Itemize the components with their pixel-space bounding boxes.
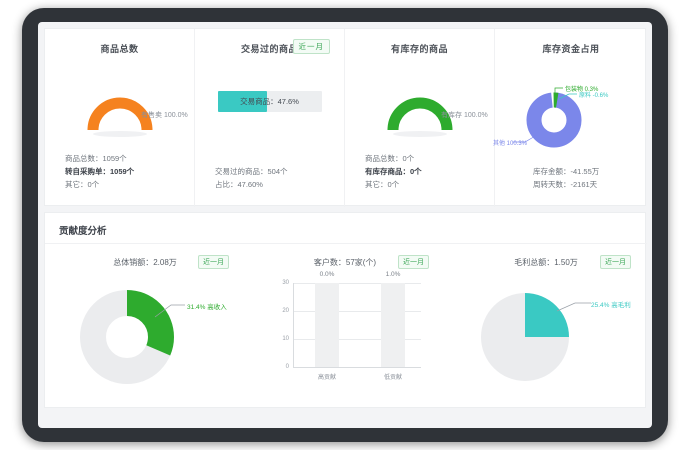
stat-line: 转自采购单：1059个 xyxy=(65,167,135,176)
period-badge[interactable]: 近一月 xyxy=(198,255,229,269)
chart-title: 毛利总额：1.50万 xyxy=(514,258,578,267)
stat-line: 其它：0个 xyxy=(365,180,400,189)
donut-chart-icon xyxy=(513,87,582,148)
card-stats: 商品总数：0个 有库存商品：0个 其它：0个 xyxy=(365,152,422,191)
slice-label-material: 原料 -0.6% xyxy=(579,93,609,99)
grid-line xyxy=(293,283,421,284)
card-title: 库存资金占用 xyxy=(542,44,600,54)
slice-label-other: 其他 100.3% xyxy=(493,141,528,147)
pie-chart-icon xyxy=(481,293,591,381)
card-stats: 商品总数：1059个 转自采购单：1059个 其它：0个 xyxy=(65,152,134,191)
gauge-chart: 有库存 100.0% xyxy=(345,84,494,146)
chart-total-sales[interactable]: 总体销额：2.08万 近一月 31.4% 高收入 xyxy=(45,247,245,407)
card-in-stock-products[interactable]: 有库存的商品 有库存 100.0% 商品总数：0个 有库存商品：0个 其它：0个 xyxy=(345,29,495,207)
y-tick-label: 20 xyxy=(282,308,289,314)
pie-value-label: 25.4% 高毛利 xyxy=(591,302,631,309)
x-axis xyxy=(293,367,421,368)
period-badge[interactable]: 近一月 xyxy=(600,255,631,269)
grid-line xyxy=(293,311,421,312)
x-tick-label: 低贡献 xyxy=(383,375,402,381)
chart-title: 总体销额：2.08万 xyxy=(113,258,177,267)
stat-line: 商品总数：0个 xyxy=(365,154,415,163)
y-tick-label: 10 xyxy=(282,336,289,342)
card-traded-products[interactable]: 交易过的商品 近一月 交易商品：47.6% 交易过的商品：504个 占比：47.… xyxy=(195,29,345,207)
tablet-screen: 商品总数 有售卖 100.0% 商品总数：1059个 转自采购单：1059个 其… xyxy=(38,22,652,428)
card-title: 交易过的商品 xyxy=(240,44,298,54)
tablet-bezel: 商品总数 有售卖 100.0% 商品总数：1059个 转自采购单：1059个 其… xyxy=(38,22,652,428)
donut-chart: 包装物 0.3% 原料 -0.6% 其他 100.3% xyxy=(493,69,647,151)
x-tick-label: 高贡献 xyxy=(317,375,336,381)
donut-chart-icon xyxy=(80,290,185,384)
contribution-analysis-panel: 贡献度分析 总体销额：2.08万 近一月 31.4% 高收入 xyxy=(44,212,647,408)
card-stats: 库存金额：-41.55万 周转天数：-2161天 xyxy=(533,165,599,191)
divider xyxy=(45,243,647,244)
bar-chart: 0 10 20 30 0.0% 1.0% 高贡献 低贡献 xyxy=(271,271,421,383)
bar-value-label: 1.0% xyxy=(385,271,401,278)
gauge-arc-icon xyxy=(387,97,452,137)
card-stats: 交易过的商品：504个 占比：47.60% xyxy=(215,165,288,191)
chart-customer-count[interactable]: 客户数：57家(个) 近一月 0 1 xyxy=(245,247,445,407)
gauge-arc-icon xyxy=(87,97,152,137)
card-total-products[interactable]: 商品总数 有售卖 100.0% 商品总数：1059个 转自采购单：1059个 其… xyxy=(45,29,195,207)
chart-gross-profit[interactable]: 毛利总额：1.50万 近一月 25.4% 高毛利 xyxy=(445,247,647,407)
progress-bar-label: 交易商品：47.6% xyxy=(240,97,299,106)
stat-line: 交易过的商品：504个 xyxy=(215,167,288,176)
bar xyxy=(381,283,405,367)
y-axis xyxy=(293,283,294,367)
period-badge[interactable]: 近一月 xyxy=(398,255,429,269)
progress-bar-fill xyxy=(217,91,267,112)
gauge-label: 有售卖 100.0% xyxy=(141,112,188,119)
card-title: 有库存的商品 xyxy=(390,44,448,54)
card-title: 商品总数 xyxy=(100,44,139,54)
grid-line xyxy=(293,339,421,340)
period-badge[interactable]: 近一月 xyxy=(292,39,330,54)
gauge-label: 有库存 100.0% xyxy=(441,112,488,119)
bar xyxy=(315,283,339,367)
bar-value-label: 0.0% xyxy=(319,271,335,278)
y-tick-label: 0 xyxy=(285,364,289,370)
section-title: 贡献度分析 xyxy=(59,226,107,237)
stat-line: 周转天数：-2161天 xyxy=(533,180,598,189)
chart-title: 客户数：57家(个) xyxy=(313,258,377,267)
slice-label-packaging: 包装物 0.3% xyxy=(565,87,599,93)
y-tick-label: 30 xyxy=(282,280,289,286)
donut-value-label: 31.4% 高收入 xyxy=(187,304,227,311)
progress-bar: 交易商品：47.6% xyxy=(217,91,322,112)
stat-line: 商品总数：1059个 xyxy=(65,154,127,163)
gauge-chart: 有售卖 100.0% xyxy=(45,84,194,146)
stat-line: 占比：47.60% xyxy=(215,180,263,189)
stat-line: 有库存商品：0个 xyxy=(365,167,422,176)
tablet-device-frame: 商品总数 有售卖 100.0% 商品总数：1059个 转自采购单：1059个 其… xyxy=(22,8,668,442)
card-inventory-capital[interactable]: 库存资金占用 xyxy=(493,29,647,207)
stat-line: 其它：0个 xyxy=(65,180,100,189)
summary-cards-panel: 商品总数 有售卖 100.0% 商品总数：1059个 转自采购单：1059个 其… xyxy=(44,28,647,207)
stat-line: 库存金额：-41.55万 xyxy=(533,167,600,176)
